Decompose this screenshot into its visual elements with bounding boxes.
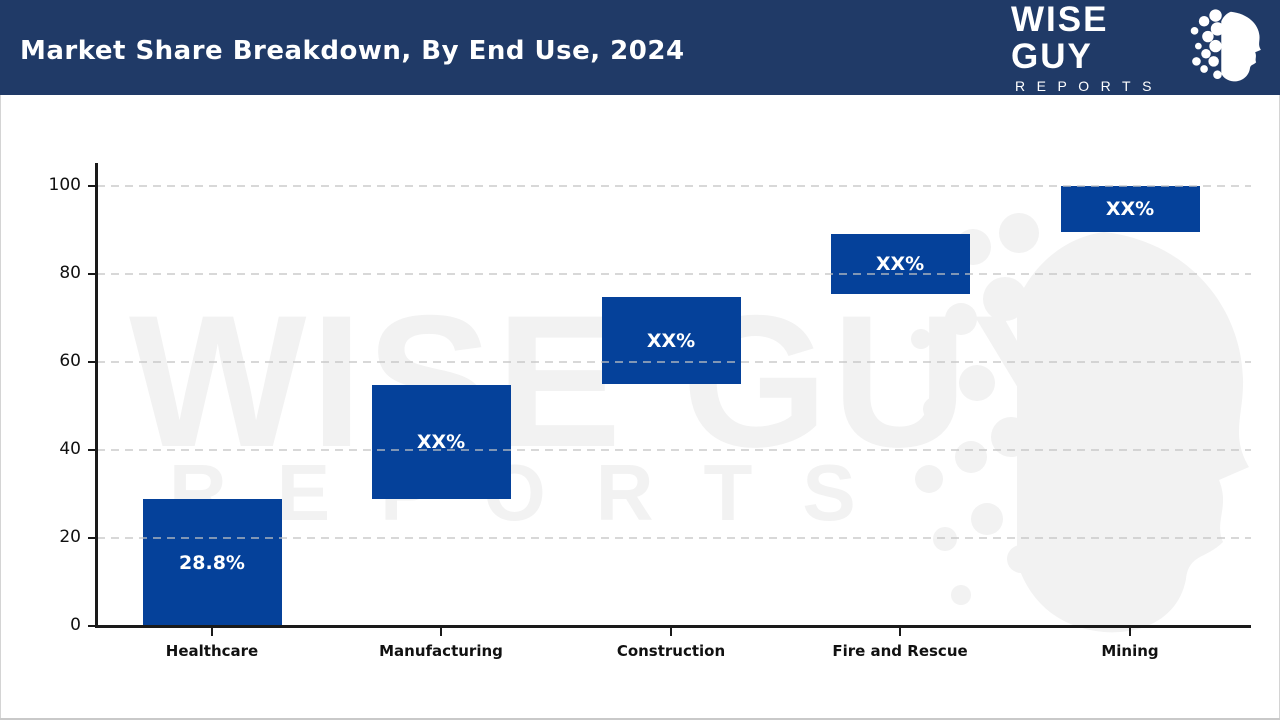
y-tick-label-60: 60 — [59, 351, 81, 371]
y-axis-line — [95, 163, 98, 628]
x-category-label-0: Healthcare — [165, 642, 259, 660]
grid-line-100 — [97, 185, 1251, 187]
y-tick-40 — [88, 449, 97, 451]
x-category-label-3: Fire and Rescue — [832, 642, 968, 660]
bottom-border — [0, 718, 1280, 720]
y-tick-label-20: 20 — [59, 527, 81, 547]
bar-value-label: XX% — [875, 253, 925, 276]
y-tick-0 — [88, 625, 97, 627]
grid-line-20 — [97, 537, 1251, 539]
x-axis-line — [95, 625, 1251, 628]
y-tick-label-40: 40 — [59, 439, 81, 459]
y-tick-80 — [88, 273, 97, 275]
watermark-face-icon — [911, 213, 1249, 633]
bar-segment-construction: XX% — [601, 296, 741, 385]
bar-value-label: 28.8% — [179, 551, 245, 574]
bar-segment-fire-and-rescue: XX% — [830, 233, 970, 295]
plot-area: 0 20 40 60 80 100 28.8% XX% XX% XX% XX% Healthcare M… — [1, 95, 1280, 720]
x-category-label-4: Mining — [1101, 642, 1159, 660]
bar-segment-mining: XX% — [1060, 186, 1200, 233]
x-category-label-1: Manufacturing — [379, 642, 503, 660]
x-tick-4 — [1129, 628, 1131, 636]
bar-segment-manufacturing: XX% — [371, 384, 511, 500]
grid-line-40 — [97, 449, 1251, 451]
brand-logo: WISE GUY REPORTS — [1011, 1, 1266, 94]
x-tick-0 — [211, 628, 213, 636]
bar-value-label: XX% — [646, 329, 696, 352]
y-tick-60 — [88, 361, 97, 363]
chart-area: WISE GUY REPORTS 0 20 40 60 80 100 28.8% XX% XX%… — [0, 95, 1280, 720]
y-tick-100 — [88, 185, 97, 187]
y-tick-label-0: 0 — [70, 615, 81, 635]
x-tick-1 — [440, 628, 442, 636]
x-tick-3 — [899, 628, 901, 636]
logo-face-icon — [1190, 9, 1261, 82]
logo-wordmark-line1: WISE GUY — [1011, 0, 1109, 76]
bar-value-label: XX% — [416, 431, 466, 454]
grid-line-60 — [97, 361, 1251, 363]
logo-wordmark-line2: REPORTS — [1015, 77, 1163, 94]
x-category-label-2: Construction — [616, 642, 726, 660]
y-tick-label-80: 80 — [59, 263, 81, 283]
y-tick-label-100: 100 — [48, 175, 81, 195]
x-tick-2 — [670, 628, 672, 636]
logo-wordmark: WISE GUY REPORTS — [1011, 0, 1184, 94]
page-title: Market Share Breakdown, By End Use, 2024 — [20, 36, 685, 66]
grid-line-80 — [97, 273, 1251, 275]
bar-segment-healthcare: 28.8% — [142, 499, 282, 626]
watermark-text-reports: REPORTS — [169, 448, 906, 537]
y-tick-20 — [88, 537, 97, 539]
bar-value-label: XX% — [1105, 198, 1155, 221]
header-bar: Market Share Breakdown, By End Use, 2024… — [0, 0, 1280, 95]
